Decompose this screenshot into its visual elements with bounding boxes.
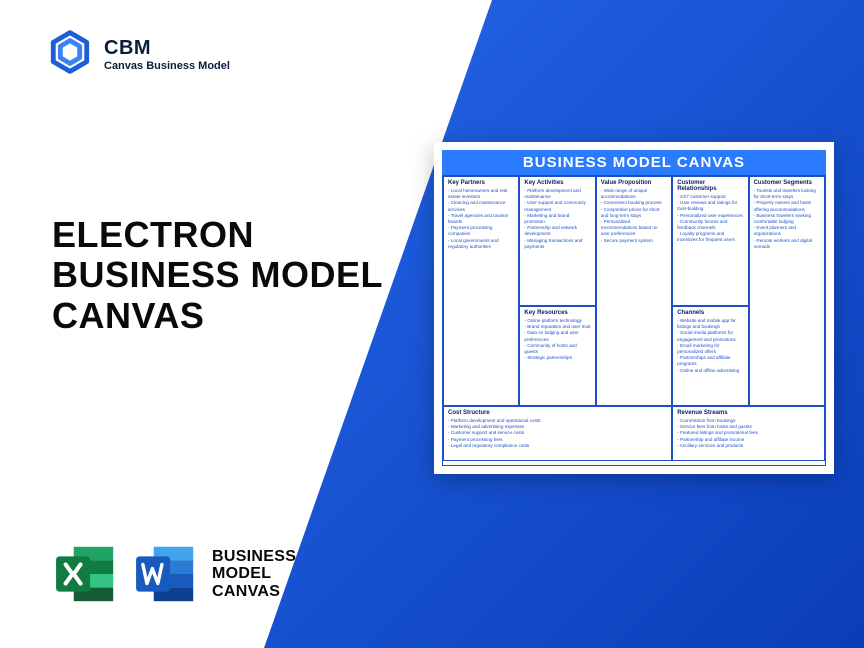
heading-customer-segments: Customer Segments	[754, 180, 820, 186]
list-item: Local governments and regulatory authori…	[448, 238, 514, 250]
list-item: Partnership and network development	[524, 225, 590, 237]
canvas-title: BUSINESS MODEL CANVAS	[442, 150, 826, 175]
brand-acronym: CBM	[104, 37, 230, 60]
title-line-3: CANVAS	[52, 296, 383, 336]
cell-key-resources: Key Resources Online platform technology…	[519, 306, 595, 406]
list-item: Personalized user experiences	[677, 213, 743, 219]
cell-revenue-streams: Revenue Streams Commission from bookings…	[672, 406, 825, 461]
list-item: Ancillary services and products	[677, 443, 820, 449]
list-item: Wide range of unique accommodations	[601, 188, 667, 200]
list-item: Loyalty programs and incentives for freq…	[677, 231, 743, 243]
list-item: Marketing and brand promotion	[524, 213, 590, 225]
cell-customer-segments: Customer Segments Tourists and travelers…	[749, 176, 825, 406]
brand-name: Canvas Business Model	[104, 60, 230, 72]
heading-key-activities: Key Activities	[524, 180, 590, 186]
cell-key-activities: Key Activities Platform development and …	[519, 176, 595, 306]
list-item: User support and community management	[524, 200, 590, 212]
title-line-2: BUSINESS MODEL	[52, 255, 383, 295]
page-title: ELECTRON BUSINESS MODEL CANVAS	[52, 215, 383, 336]
list-item: Managing transactions and payments	[524, 238, 590, 250]
list-item: Cleaning and maintenance services	[448, 200, 514, 212]
heading-customer-relationships: Customer Relationships	[677, 180, 743, 192]
cell-channels: Channels Website and mobile app for list…	[672, 306, 748, 406]
word-icon	[132, 540, 200, 608]
apps-row: BUSINESS MODEL CANVAS	[52, 540, 296, 608]
list-item: Local homeowners and real estate investo…	[448, 188, 514, 200]
heading-cost-structure: Cost Structure	[448, 410, 667, 416]
list-item: Travel agencies and tourism boards	[448, 213, 514, 225]
list-item: Email marketing for personalized offers	[677, 343, 743, 355]
brand-block: CBM Canvas Business Model	[48, 30, 230, 79]
list-item: Data on lodging and user preferences	[524, 330, 590, 342]
cell-cost-structure: Cost Structure Platform development and …	[443, 406, 672, 461]
list-item: Strategic partnerships	[524, 355, 590, 361]
cell-key-partners: Key Partners Local homeowners and real e…	[443, 176, 519, 406]
list-item: Business travelers seeking comfortable l…	[754, 213, 820, 225]
list-item: Partnerships and affiliate programs	[677, 355, 743, 367]
list-item: Social media platforms for engagement an…	[677, 330, 743, 342]
list-item: Secure payment system	[601, 238, 667, 244]
heading-key-partners: Key Partners	[448, 180, 514, 186]
list-item: Community forums and feedback channels	[677, 219, 743, 231]
heading-revenue-streams: Revenue Streams	[677, 410, 820, 416]
apps-label-l1: BUSINESS	[212, 548, 296, 566]
list-item: Online and offline advertising	[677, 368, 743, 374]
list-item: Personalized recommendations based on us…	[601, 219, 667, 238]
list-item: Remote workers and digital nomads	[754, 238, 820, 250]
heading-channels: Channels	[677, 310, 743, 316]
list-item: Payment processing companies	[448, 225, 514, 237]
list-item: Event planners and organizations	[754, 225, 820, 237]
apps-label-l3: CANVAS	[212, 583, 296, 601]
canvas-preview-card: BUSINESS MODEL CANVAS Key Partners Local…	[434, 142, 834, 474]
list-item: Property owners and hosts offering accom…	[754, 200, 820, 212]
list-item: Legal and regulatory compliance costs	[448, 443, 667, 449]
heading-value-proposition: Value Proposition	[601, 180, 667, 186]
excel-icon	[52, 540, 120, 608]
brand-logo-icon	[48, 30, 92, 79]
list-item: Platform development and maintenance	[524, 188, 590, 200]
cell-value-proposition: Value Proposition Wide range of unique a…	[596, 176, 672, 406]
title-line-1: ELECTRON	[52, 215, 383, 255]
heading-key-resources: Key Resources	[524, 310, 590, 316]
cell-customer-relationships: Customer Relationships 24/7 customer sup…	[672, 176, 748, 306]
list-item: Website and mobile app for listings and …	[677, 318, 743, 330]
apps-label-l2: MODEL	[212, 565, 296, 583]
apps-label: BUSINESS MODEL CANVAS	[212, 548, 296, 601]
list-item: Competitive prices for short and long-te…	[601, 207, 667, 219]
list-item: Convenient booking process	[601, 200, 667, 206]
list-item: User reviews and ratings for trust-build…	[677, 200, 743, 212]
list-item: Tourists and travelers looking for short…	[754, 188, 820, 200]
canvas-grid: Key Partners Local homeowners and real e…	[442, 175, 826, 466]
list-item: Community of hosts and guests	[524, 343, 590, 355]
